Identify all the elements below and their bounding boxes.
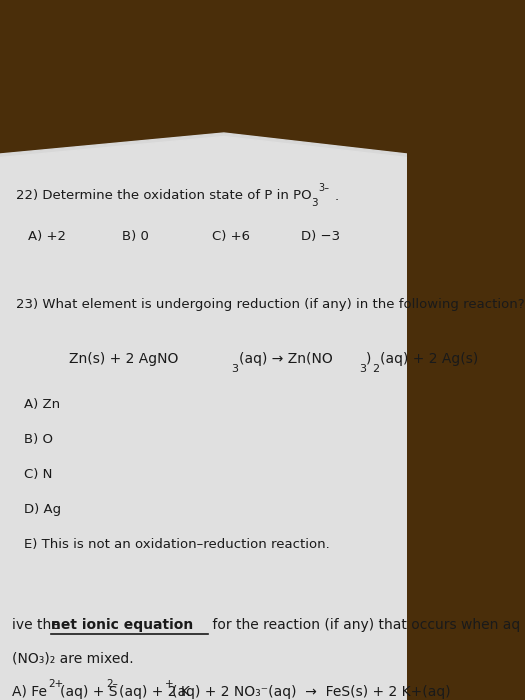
Text: (NO₃)₂ are mixed.: (NO₃)₂ are mixed.: [12, 651, 134, 665]
Text: B) 0: B) 0: [122, 230, 149, 243]
Text: ive the: ive the: [12, 617, 65, 631]
Text: 3: 3: [231, 364, 238, 374]
Text: 3: 3: [359, 364, 366, 374]
Text: net ionic equation: net ionic equation: [51, 617, 193, 631]
Text: A) Zn: A) Zn: [25, 398, 60, 411]
Polygon shape: [0, 133, 407, 700]
Text: for the reaction (if any) that occurs when aq: for the reaction (if any) that occurs wh…: [207, 617, 520, 631]
Text: A) +2: A) +2: [28, 230, 67, 243]
Text: C) +6: C) +6: [212, 230, 249, 243]
Text: (aq) + S: (aq) + S: [60, 685, 118, 699]
Text: (aq) + 2 K: (aq) + 2 K: [119, 685, 190, 699]
Text: (aq) + 2 NO₃⁻(aq)  →  FeS(s) + 2 K+(aq): (aq) + 2 NO₃⁻(aq) → FeS(s) + 2 K+(aq): [172, 685, 450, 699]
Text: 3: 3: [311, 199, 318, 209]
Text: .: .: [334, 190, 339, 202]
Text: (aq) + 2 Ag(s): (aq) + 2 Ag(s): [380, 351, 478, 365]
Text: A) Fe: A) Fe: [12, 685, 47, 699]
Text: (aq) → Zn(NO: (aq) → Zn(NO: [239, 351, 333, 365]
Text: 3–: 3–: [319, 183, 330, 193]
Text: ): ): [366, 351, 372, 365]
Text: B) O: B) O: [25, 433, 54, 446]
Text: D) −3: D) −3: [301, 230, 340, 243]
Polygon shape: [0, 136, 407, 700]
Text: Zn(s) + 2 AgNO: Zn(s) + 2 AgNO: [69, 351, 178, 365]
Text: C) N: C) N: [25, 468, 53, 481]
Text: 2–: 2–: [107, 680, 119, 689]
Text: +: +: [165, 680, 173, 689]
Text: E) This is not an oxidation–reduction reaction.: E) This is not an oxidation–reduction re…: [25, 538, 330, 551]
Text: 23) What element is undergoing reduction (if any) in the following reaction?: 23) What element is undergoing reduction…: [16, 298, 525, 311]
Text: 2: 2: [372, 364, 380, 374]
Text: 2+: 2+: [48, 680, 64, 689]
Text: 22) Determine the oxidation state of P in PO: 22) Determine the oxidation state of P i…: [16, 190, 312, 202]
Text: D) Ag: D) Ag: [25, 503, 61, 516]
